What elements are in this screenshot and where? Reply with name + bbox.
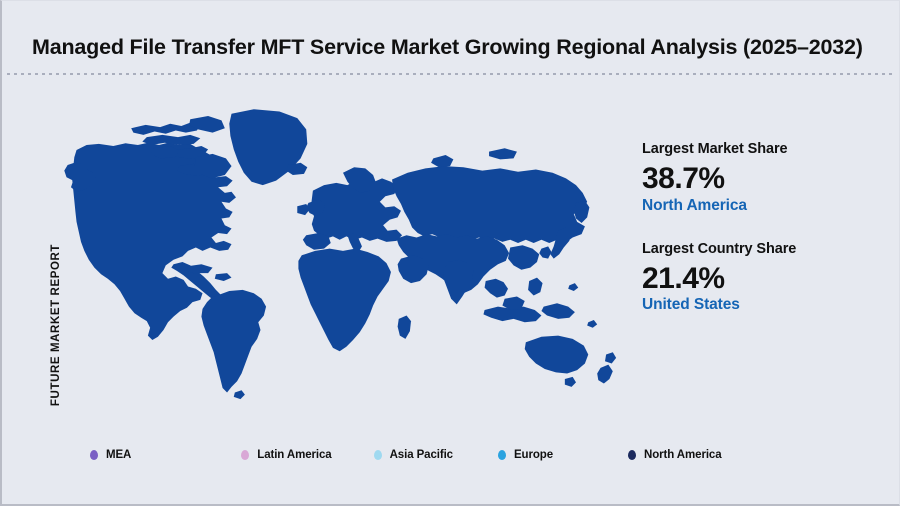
world-map-svg <box>64 109 617 400</box>
legend-label-asia-pacific: Asia Pacific <box>389 449 453 461</box>
legend-item-north-america: North America <box>627 449 722 461</box>
africa-land <box>298 248 391 352</box>
stat-region-country-share: United States <box>642 296 740 313</box>
new-zealand-land <box>597 364 613 384</box>
new-zealand-north <box>604 352 617 364</box>
arctic-siberia-isl <box>489 148 517 160</box>
europe-land <box>310 178 403 242</box>
legend-label-latin-america: Latin America <box>257 449 332 461</box>
map-legend: MEA Latin America Asia Pacific Europe No… <box>90 449 810 461</box>
india-land <box>443 259 474 305</box>
legend-item-mea: MEA <box>90 449 131 461</box>
new-guinea-land <box>541 303 575 319</box>
korea-land <box>539 246 552 259</box>
novaya-zemlya <box>431 154 454 168</box>
legend-marker-icon <box>90 450 98 460</box>
tasmania-land <box>564 376 577 387</box>
legend-marker-icon <box>627 450 636 460</box>
indonesia-land <box>483 306 542 323</box>
legend-label-north-america: North America <box>643 449 722 461</box>
north-america-land <box>72 142 236 341</box>
south-america-land <box>201 289 267 393</box>
iceland-land <box>286 162 308 176</box>
stats-panel: Largest Market Share 38.7% North America… <box>642 141 882 340</box>
stat-block-country-share: Largest Country Share 21.4% United State… <box>642 241 882 315</box>
legend-marker-icon <box>373 450 382 460</box>
legend-item-europe: Europe <box>497 449 553 461</box>
legend-marker-icon <box>241 450 250 460</box>
russia-land <box>392 166 588 244</box>
iberia-land <box>302 233 331 250</box>
arabia-land <box>397 255 429 284</box>
stat-value-country-share: 21.4% <box>642 261 725 295</box>
stat-label-market-share: Largest Market Share <box>642 141 788 157</box>
australia-land <box>524 335 589 374</box>
philippines-land <box>528 277 543 296</box>
legend-item-latin-america: Latin America <box>241 449 332 461</box>
caribbean-hispaniola <box>214 273 232 281</box>
legend-marker-icon <box>497 450 506 460</box>
alaska-land <box>64 162 97 192</box>
stat-value-market-share: 38.7% <box>642 162 725 195</box>
baffin-island <box>194 153 232 179</box>
world-map <box>64 97 622 427</box>
pacific-islands-b <box>587 319 598 328</box>
se-asia-land <box>484 278 508 298</box>
china-east-land <box>508 245 540 270</box>
legend-label-mea: MEA <box>106 449 132 461</box>
ellesmere-island <box>189 115 225 133</box>
victoria-island <box>151 146 180 159</box>
central-america-land <box>171 262 222 302</box>
arctic-islands-a <box>131 122 201 135</box>
greenland-land <box>229 109 308 186</box>
pacific-islands-a <box>568 283 579 291</box>
madagascar-land <box>397 315 412 339</box>
arctic-islands-b <box>142 134 201 145</box>
british-isles-land <box>306 199 326 217</box>
stat-label-country-share: Largest Country Share <box>642 240 797 257</box>
scandinavia-land <box>343 167 377 193</box>
stat-region-market-share: North America <box>642 196 747 214</box>
kamchatka-land <box>573 200 590 223</box>
legend-label-europe: Europe <box>513 449 553 461</box>
page-title: Managed File Transfer MFT Service Market… <box>32 35 863 59</box>
stat-block-market-share: Largest Market Share 38.7% North America <box>642 141 882 215</box>
title-divider <box>7 73 895 75</box>
legend-item-asia-pacific: Asia Pacific <box>373 449 453 461</box>
brand-vertical-label: FUTURE MARKET REPORT <box>50 243 62 407</box>
japan-land <box>550 227 572 259</box>
italy-land <box>347 233 362 252</box>
map-landmasses <box>64 109 617 400</box>
falklands-land <box>233 390 245 400</box>
ireland-land <box>297 204 310 216</box>
borneo-land <box>502 296 525 310</box>
caribbean-cuba <box>183 264 213 274</box>
